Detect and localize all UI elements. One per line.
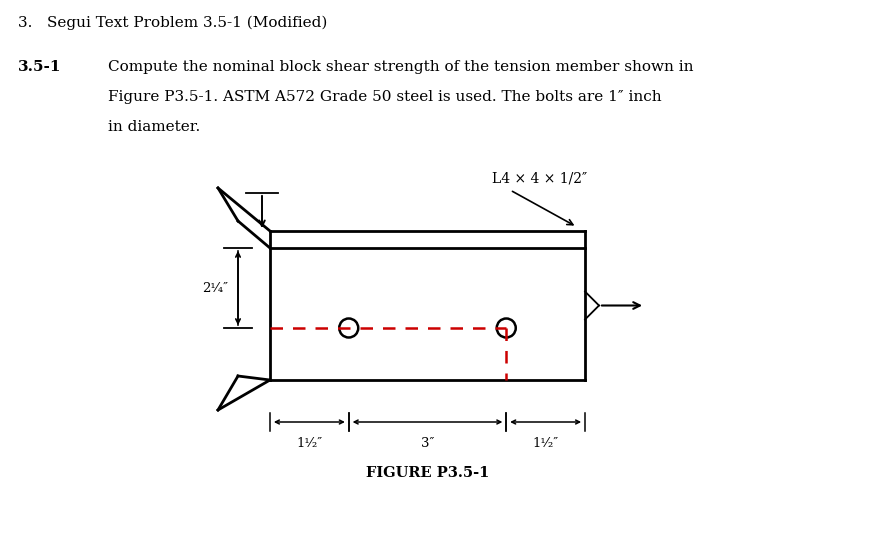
Text: 3.5-1: 3.5-1 bbox=[18, 60, 61, 74]
Text: 1¹⁄₂″: 1¹⁄₂″ bbox=[532, 437, 558, 450]
Text: FIGURE P3.5-1: FIGURE P3.5-1 bbox=[365, 466, 489, 480]
Text: 3.   Segui Text Problem 3.5-1 (Modified): 3. Segui Text Problem 3.5-1 (Modified) bbox=[18, 16, 327, 30]
Text: 2¹⁄₄″: 2¹⁄₄″ bbox=[202, 281, 228, 294]
Text: Compute the nominal block shear strength of the tension member shown in: Compute the nominal block shear strength… bbox=[108, 60, 693, 74]
Text: 3″: 3″ bbox=[420, 437, 434, 450]
Text: L4 × 4 × 1/2″: L4 × 4 × 1/2″ bbox=[492, 172, 587, 186]
Text: in diameter.: in diameter. bbox=[108, 120, 200, 134]
Text: 1¹⁄₂″: 1¹⁄₂″ bbox=[296, 437, 323, 450]
Text: Figure P3.5-1. ASTM A572 Grade 50 steel is used. The bolts are 1″ inch: Figure P3.5-1. ASTM A572 Grade 50 steel … bbox=[108, 90, 661, 104]
